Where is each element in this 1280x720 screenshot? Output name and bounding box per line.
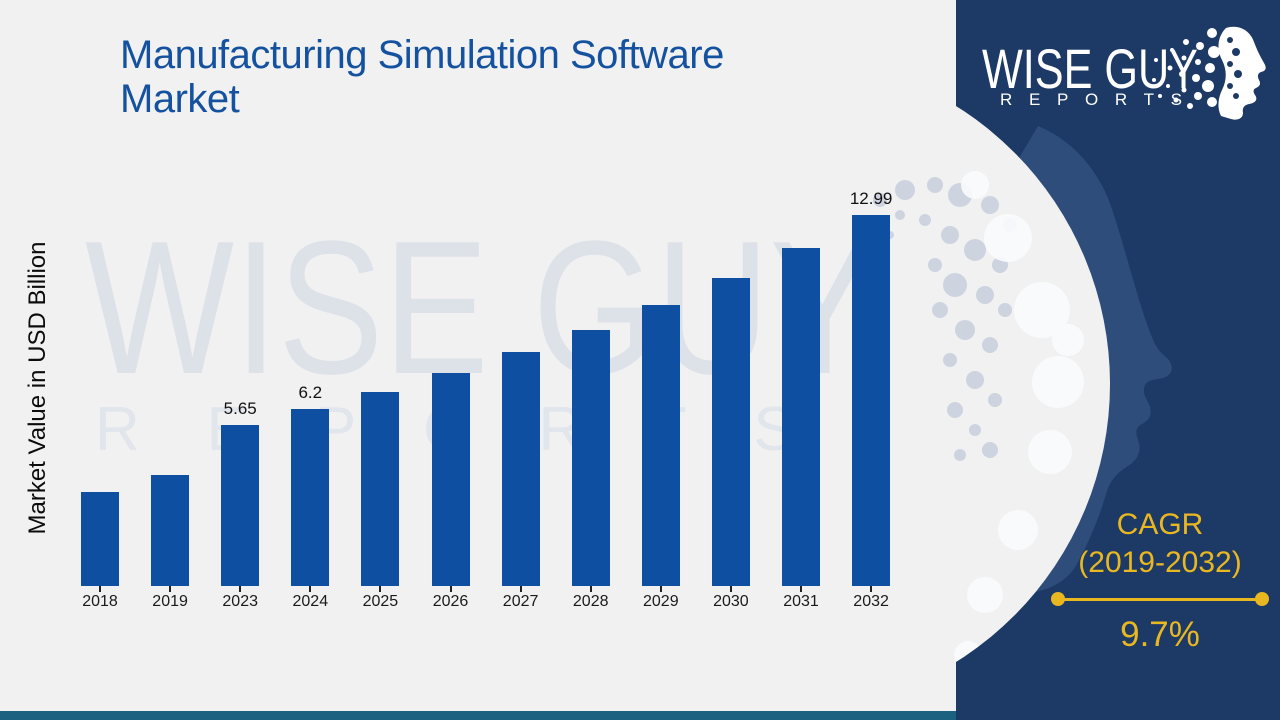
x-tick-2032: [870, 586, 873, 592]
cagr-block: CAGR (2019-2032) 9.7%: [1048, 506, 1272, 655]
wise-guy-logo: WISE GUY REPORTS: [982, 26, 1266, 120]
bar-2018: [81, 492, 119, 586]
x-label-2029: 2029: [643, 593, 679, 610]
x-tick-2028: [589, 586, 592, 592]
x-tick-2026: [449, 586, 452, 592]
logo-head-inner-dots: [1227, 37, 1242, 99]
x-tick-2030: [729, 586, 732, 592]
x-tick-2018: [99, 586, 101, 592]
bar-2023: [221, 425, 260, 586]
x-tick-2023: [239, 586, 242, 592]
bar-2025: [361, 392, 400, 586]
large-face-silhouette: [1000, 126, 1172, 592]
cagr-label: CAGR: [1116, 508, 1204, 541]
chart-title-line2: Market: [120, 76, 240, 121]
x-label-2027: 2027: [502, 593, 539, 610]
bar-2024: [291, 409, 330, 586]
value-label-2032: 12.99: [849, 189, 893, 208]
bar-2019: [151, 475, 190, 586]
x-label-2023: 2023: [222, 593, 258, 610]
logo-face-icon: [1218, 26, 1266, 120]
x-tick-2019: [169, 586, 172, 592]
x-label-2032: 2032: [853, 593, 889, 610]
logo-face-dots: [1152, 28, 1225, 111]
cagr-range: (2019-2032): [1078, 546, 1242, 579]
x-label-2026: 2026: [432, 593, 469, 610]
bar-2027: [501, 352, 540, 586]
x-label-2028: 2028: [572, 593, 609, 610]
cagr-value: 9.7%: [1120, 615, 1200, 654]
bottom-teal-strip: [0, 711, 1280, 720]
value-label-2023: 5.65: [223, 399, 257, 418]
x-label-2019: 2019: [152, 593, 188, 610]
x-tick-2024: [309, 586, 312, 592]
bar-2030: [711, 278, 750, 586]
value-label-2024: 6.2: [298, 383, 323, 402]
bar-2029: [641, 305, 680, 586]
x-label-2025: 2025: [362, 593, 399, 610]
x-tick-2027: [519, 586, 522, 592]
x-label-2018: 2018: [82, 593, 118, 610]
bar-2031: [782, 248, 820, 586]
chart-title: Manufacturing Simulation Software Market: [120, 33, 880, 121]
x-label-2024: 2024: [292, 593, 329, 610]
x-label-2031: 2031: [783, 593, 819, 610]
x-tick-2025: [379, 586, 382, 592]
x-tick-2031: [800, 586, 802, 592]
logo-wordmark: WISE GUY: [982, 37, 1198, 100]
x-tick-2029: [659, 586, 662, 592]
bar-2026: [431, 373, 470, 586]
x-label-2030: 2030: [713, 593, 749, 610]
chart-title-line1: Manufacturing Simulation Software: [120, 33, 724, 77]
bar-2032: [852, 215, 891, 586]
cagr-underline: [1051, 592, 1269, 606]
bar-2028: [571, 330, 610, 586]
